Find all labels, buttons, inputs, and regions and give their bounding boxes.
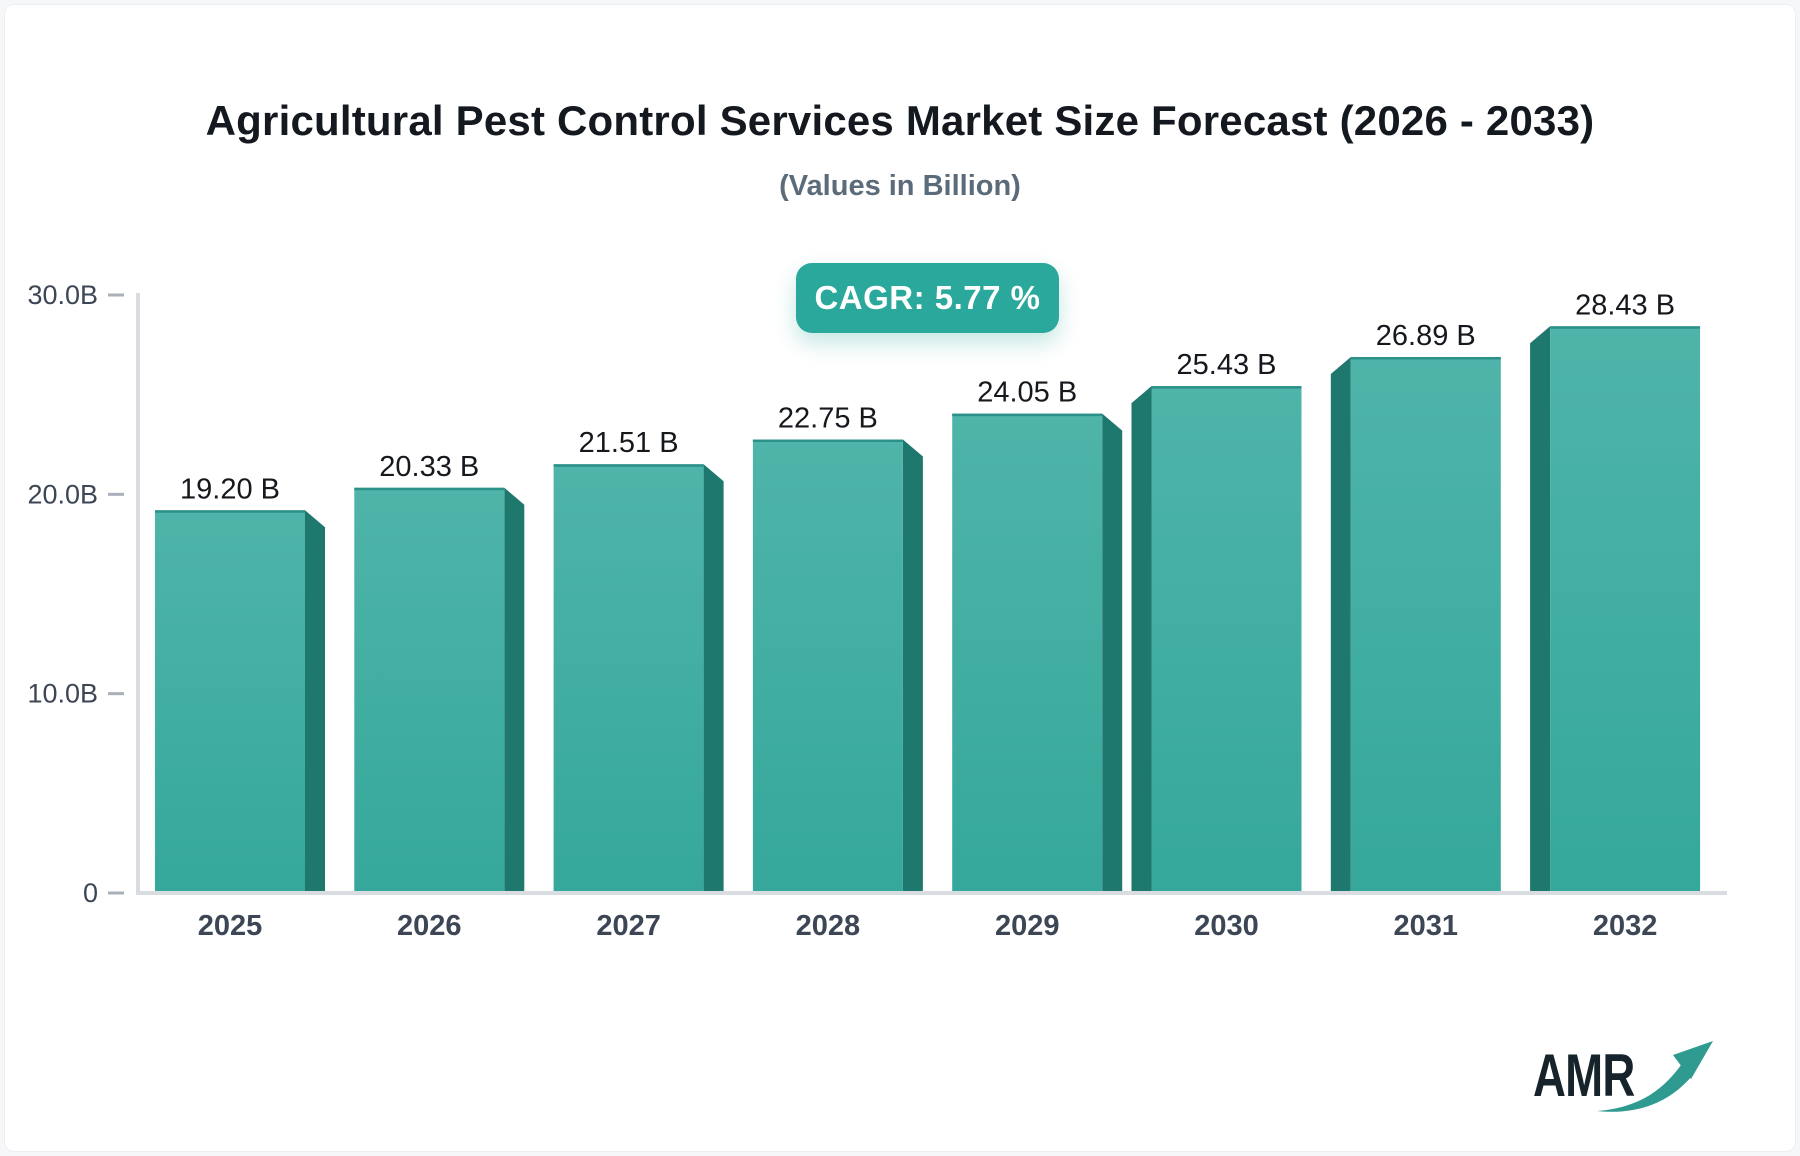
y-tick-label: 0: [83, 878, 98, 908]
bar-side-panel: [1330, 356, 1351, 893]
amr-logo: AMR: [1533, 1033, 1733, 1128]
x-axis-label: 2028: [796, 910, 861, 942]
y-tick-label: 20.0B: [27, 479, 98, 509]
bar-face: [354, 487, 505, 893]
bar-side-panel: [504, 487, 525, 893]
bar-side-panel: [305, 510, 325, 893]
x-axis-label: 2027: [596, 910, 661, 942]
y-tick-label: 30.0B: [27, 280, 98, 310]
bar-value-label: 19.20 B: [180, 473, 280, 505]
bar-face: [1151, 386, 1302, 893]
bar-value-label: 25.43 B: [1177, 349, 1277, 381]
chart-subtitle: (Values in Billion): [779, 170, 1021, 202]
bar-side-panel: [703, 464, 724, 893]
bar-value-label: 22.75 B: [778, 403, 878, 435]
amr-logo-text: AMR: [1533, 1042, 1635, 1109]
y-tick-label: 10.0B: [27, 679, 98, 709]
growth-arrow-head: [1673, 1041, 1713, 1079]
x-axis-label: 2032: [1593, 910, 1658, 942]
bar-value-label: 26.89 B: [1376, 320, 1476, 352]
chart-title: Agricultural Pest Control Services Marke…: [205, 97, 1595, 144]
bar-face: [1350, 356, 1501, 893]
bar-side-panel: [1530, 326, 1551, 894]
x-axis-label: 2029: [995, 910, 1060, 942]
bar-value-label: 21.51 B: [579, 427, 679, 459]
x-axis-label: 2030: [1194, 910, 1259, 942]
bar-side-panel: [1102, 413, 1123, 893]
bar-face: [1550, 326, 1701, 894]
x-axis-label: 2031: [1394, 910, 1459, 942]
growth-arrow-tail: [1597, 1065, 1692, 1112]
bar-value-label: 28.43 B: [1575, 289, 1675, 321]
bar-face: [155, 510, 305, 893]
bar-side-panel: [902, 439, 923, 893]
bar-value-label: 24.05 B: [977, 377, 1077, 409]
x-axis-label: 2026: [397, 910, 462, 942]
cagr-badge: CAGR: 5.77 %: [796, 263, 1059, 333]
bar-side-panel: [1131, 386, 1152, 893]
bar-face: [752, 439, 903, 893]
chart-card: Agricultural Pest Control Services Marke…: [4, 4, 1796, 1152]
bar-chart: 19.20 B 2025 20.33 B 2026 21.51 B 2027 22.75 B…: [27, 280, 1727, 942]
bar-value-label: 20.33 B: [379, 451, 479, 483]
x-axis-label: 2025: [198, 910, 263, 942]
bar-face: [952, 413, 1103, 893]
growth-arrow-icon: [1597, 1041, 1713, 1112]
bar-face: [553, 464, 704, 893]
